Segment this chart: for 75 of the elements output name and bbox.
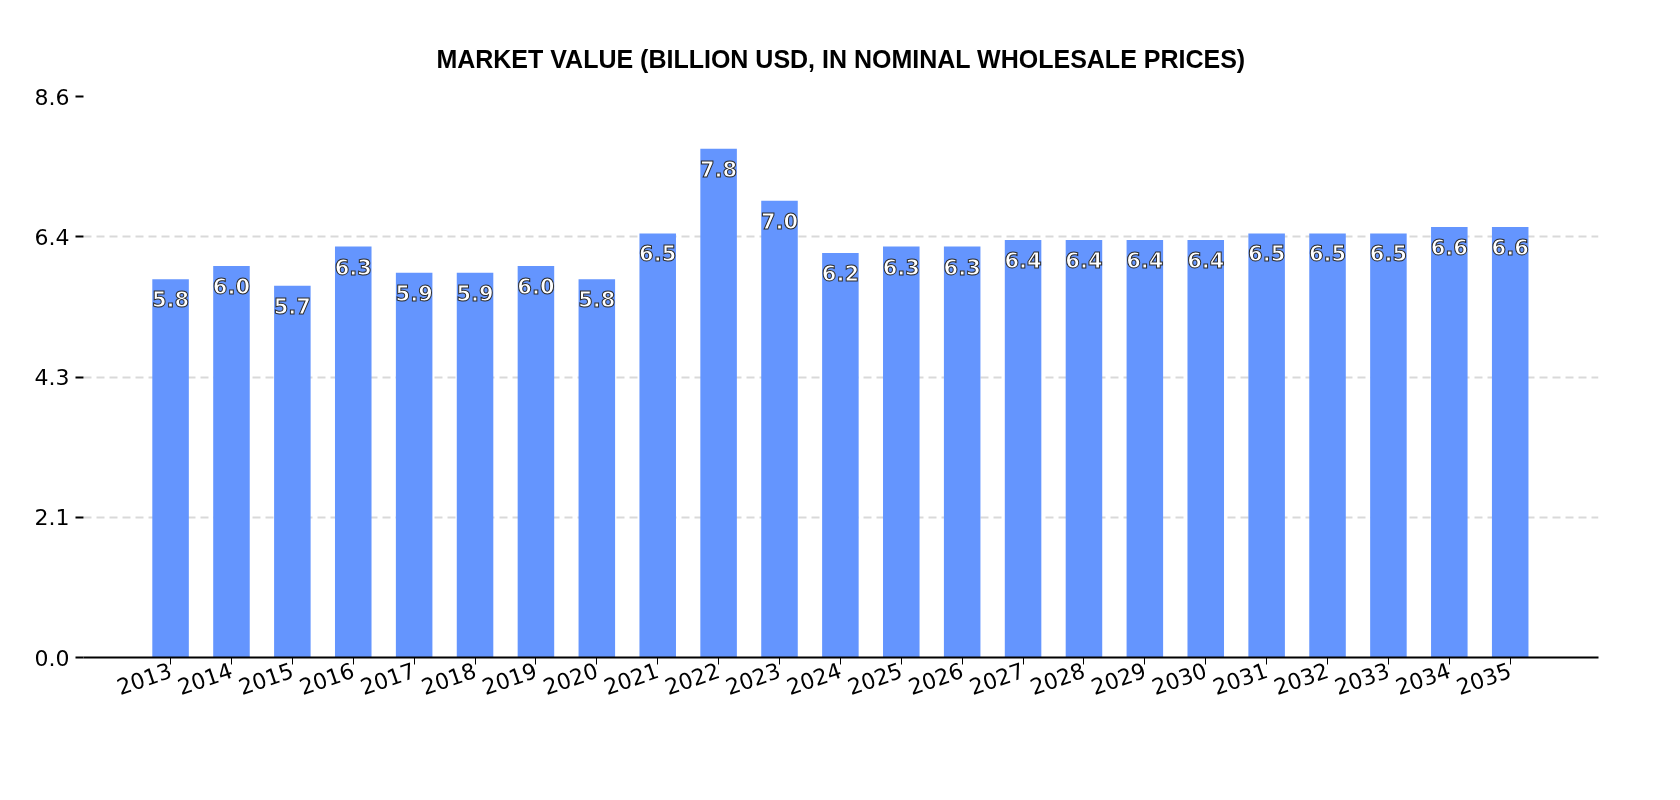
x-tick-label: 2033 xyxy=(1331,658,1393,700)
x-tick-label: 2031 xyxy=(1209,658,1271,700)
x-tick-label: 2017 xyxy=(357,658,419,700)
x-tick-label: 2014 xyxy=(174,658,236,700)
x-tick-label: 2019 xyxy=(479,658,541,700)
data-label: 7.8 xyxy=(700,157,738,182)
bar xyxy=(943,246,981,658)
x-tick-label: 2024 xyxy=(783,658,845,700)
bar xyxy=(334,246,372,658)
x-tick-label: 2030 xyxy=(1148,658,1210,700)
data-label: 6.0 xyxy=(212,275,251,300)
bar xyxy=(1187,240,1225,658)
x-tick-label: 2029 xyxy=(1088,658,1150,700)
bar xyxy=(274,285,311,658)
x-tick-label: 2020 xyxy=(539,658,602,700)
bar xyxy=(578,279,616,658)
chart-title: MARKET VALUE (BILLION USD, IN NOMINAL WHOLESALE PRICES) xyxy=(436,44,1246,73)
x-tick-label: 2026 xyxy=(905,658,967,700)
bar xyxy=(213,266,250,658)
data-label: 6.5 xyxy=(1248,242,1286,267)
y-tick-label: 8.6 xyxy=(34,84,70,110)
bar xyxy=(395,272,433,658)
bar xyxy=(1004,240,1042,658)
y-tick-label: 6.4 xyxy=(34,224,70,250)
x-tick-label: 2035 xyxy=(1453,658,1515,700)
data-label: 7.0 xyxy=(760,209,799,234)
data-label: 6.5 xyxy=(1308,242,1347,267)
data-label: 5.8 xyxy=(151,288,190,313)
bar xyxy=(822,253,859,658)
bar xyxy=(456,272,494,658)
y-tick-label: 4.3 xyxy=(34,365,70,390)
y-tick-label: 2.1 xyxy=(34,505,70,531)
bar xyxy=(1065,240,1103,658)
data-label: 6.6 xyxy=(1430,235,1468,260)
x-tick-label: 2013 xyxy=(113,658,175,700)
bar xyxy=(1126,240,1164,658)
x-tick-label: 2028 xyxy=(1027,658,1089,700)
data-label: 6.4 xyxy=(1065,249,1103,274)
bar xyxy=(152,279,189,658)
x-tick-label: 2022 xyxy=(661,658,723,700)
data-label: 5.9 xyxy=(456,281,494,306)
data-label: 6.3 xyxy=(943,255,981,280)
bar xyxy=(1370,233,1407,658)
bar xyxy=(883,246,920,658)
data-label: 6.5 xyxy=(1369,242,1408,267)
data-label: 6.5 xyxy=(639,242,677,267)
bar xyxy=(1491,226,1529,658)
data-label: 6.2 xyxy=(821,262,859,287)
bar xyxy=(700,148,737,658)
x-tick-label: 2015 xyxy=(235,658,297,700)
x-tick-label: 2032 xyxy=(1270,658,1332,700)
x-tick-label: 2018 xyxy=(418,658,480,700)
bar xyxy=(1309,233,1346,658)
y-tick-label: 0.0 xyxy=(34,645,70,671)
data-label: 6.3 xyxy=(334,255,372,280)
bar xyxy=(517,266,555,658)
x-tick-label: 2027 xyxy=(966,658,1028,700)
x-tick-label: 2021 xyxy=(600,658,662,700)
data-label: 5.9 xyxy=(395,281,433,306)
x-tick-label: 2016 xyxy=(296,658,358,700)
data-label: 5.7 xyxy=(273,294,311,319)
x-tick-label: 2034 xyxy=(1392,658,1454,700)
bar xyxy=(639,233,676,658)
data-label: 6.3 xyxy=(882,255,920,280)
x-tick-label: 2023 xyxy=(722,658,784,700)
bar xyxy=(1431,226,1468,658)
x-tick-label: 2025 xyxy=(844,658,906,700)
bar xyxy=(1248,233,1285,658)
data-label: 5.8 xyxy=(578,288,616,313)
data-label: 6.4 xyxy=(1187,249,1225,274)
bar xyxy=(761,200,798,658)
data-label: 6.4 xyxy=(1126,249,1164,274)
data-label: 6.4 xyxy=(1004,249,1042,274)
data-label: 6.6 xyxy=(1491,235,1529,260)
data-label: 6.0 xyxy=(517,275,555,300)
